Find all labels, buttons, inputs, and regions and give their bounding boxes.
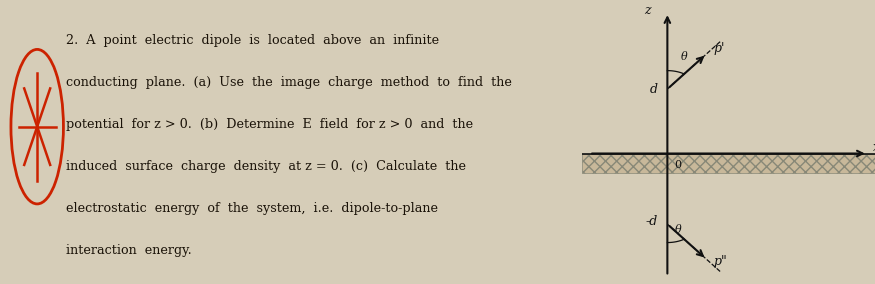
Text: induced  surface  charge  density  at z = 0.  (c)  Calculate  the: induced surface charge density at z = 0.…	[66, 160, 466, 173]
Text: x: x	[872, 141, 875, 154]
Text: p': p'	[714, 42, 725, 55]
Text: interaction  energy.: interaction energy.	[66, 244, 192, 257]
Text: 2.  A  point  electric  dipole  is  located  above  an  infinite: 2. A point electric dipole is located ab…	[66, 34, 438, 47]
Text: d: d	[649, 83, 658, 95]
Text: -d: -d	[646, 214, 658, 227]
Text: 0: 0	[675, 160, 682, 170]
Text: θ: θ	[681, 52, 688, 62]
Text: electrostatic  energy  of  the  system,  i.e.  dipole-to-plane: electrostatic energy of the system, i.e.…	[66, 202, 438, 215]
Bar	[582, 154, 875, 174]
Text: p": p"	[714, 256, 728, 268]
Text: θ: θ	[675, 225, 682, 235]
Text: conducting  plane.  (a)  Use  the  image  charge  method  to  find  the: conducting plane. (a) Use the image char…	[66, 76, 512, 89]
Text: z: z	[644, 4, 650, 17]
Text: potential  for z > 0.  (b)  Determine  E  field  for z > 0  and  the: potential for z > 0. (b) Determine E fie…	[66, 118, 472, 131]
